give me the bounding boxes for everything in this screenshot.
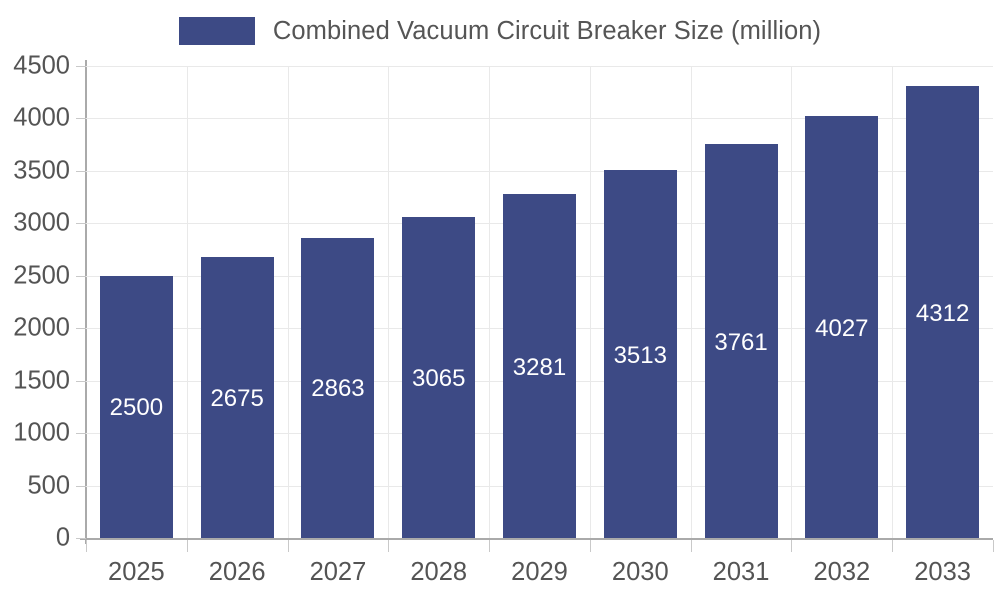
y-gridline [86, 118, 993, 120]
x-axis-tick-label: 2027 [309, 558, 367, 586]
x-gridline [791, 66, 792, 538]
chart-legend: Combined Vacuum Circuit Breaker Size (mi… [0, 10, 1000, 52]
x-axis-tick-label: 2030 [611, 558, 669, 586]
x-axis-tick-label: 2033 [914, 558, 971, 586]
x-axis-tick [993, 540, 994, 552]
y-axis-tick-label: 4000 [13, 103, 70, 132]
x-axis-tick [590, 540, 591, 552]
legend-swatch-icon [178, 17, 255, 45]
bar[interactable] [503, 193, 576, 538]
y-axis-tick [76, 66, 86, 67]
y-gridline [86, 170, 993, 172]
y-axis-tick [76, 328, 86, 330]
y-axis-tick [76, 485, 86, 487]
bar[interactable] [603, 169, 677, 538]
y-axis-spine [85, 60, 87, 544]
x-axis-tick [489, 540, 490, 552]
y-axis-tick [76, 275, 86, 277]
x-axis-tick [388, 540, 389, 552]
x-gridline [590, 66, 591, 538]
x-axis-tick-label: 2026 [208, 558, 266, 586]
bar[interactable] [704, 143, 778, 538]
y-axis-tick-label: 4500 [13, 51, 70, 80]
y-axis-tick [76, 118, 86, 120]
x-axis-tick [892, 540, 893, 552]
bar[interactable] [402, 216, 476, 538]
x-axis-tick-label: 2029 [511, 558, 568, 586]
x-axis-tick [187, 540, 188, 552]
x-gridline [892, 66, 893, 538]
y-axis-tick-label: 500 [27, 471, 70, 500]
y-axis-tick-label: 1000 [13, 418, 70, 447]
x-axis-tick-label: 2032 [813, 558, 871, 586]
x-axis-spine [80, 538, 993, 540]
y-axis-tick-label: 1500 [13, 366, 70, 395]
legend-label: Combined Vacuum Circuit Breaker Size (mi… [272, 16, 822, 45]
x-gridline [187, 66, 188, 538]
x-gridline [288, 66, 289, 538]
bar[interactable] [99, 275, 173, 538]
y-axis-tick-label: 2500 [13, 261, 70, 290]
y-axis-tick-label: 3500 [13, 156, 70, 185]
x-axis-tick-label: 2025 [108, 558, 165, 586]
plot-area: 2500 2675 2863 3065 3281 3513 3761 4027 4312 [86, 66, 993, 538]
bar[interactable] [200, 257, 274, 538]
x-gridline [489, 66, 490, 538]
bar[interactable] [301, 237, 375, 538]
x-axis-tick-label: 2031 [712, 558, 770, 586]
y-axis-tick [76, 538, 86, 539]
x-axis-tick [86, 540, 87, 552]
y-gridline [86, 66, 993, 67]
x-axis-tick [791, 540, 792, 552]
x-gridline [388, 66, 389, 538]
y-axis-tick [76, 380, 86, 382]
bar[interactable] [906, 85, 980, 538]
y-axis-tick-label: 2000 [13, 313, 70, 342]
y-axis-tick [76, 223, 86, 225]
x-gridline [691, 66, 692, 538]
y-axis-tick [76, 433, 86, 435]
y-axis-tick [76, 170, 86, 172]
x-axis-tick-label: 2028 [410, 558, 468, 586]
x-axis-tick [691, 540, 692, 552]
bar[interactable] [805, 115, 879, 538]
legend-item-combined-vacuum-circuit-breaker-size[interactable]: Combined Vacuum Circuit Breaker Size (mi… [178, 16, 822, 46]
y-axis-tick-label: 3000 [13, 208, 70, 237]
x-axis-tick [288, 540, 289, 552]
y-axis-tick-label: 0 [55, 523, 70, 552]
